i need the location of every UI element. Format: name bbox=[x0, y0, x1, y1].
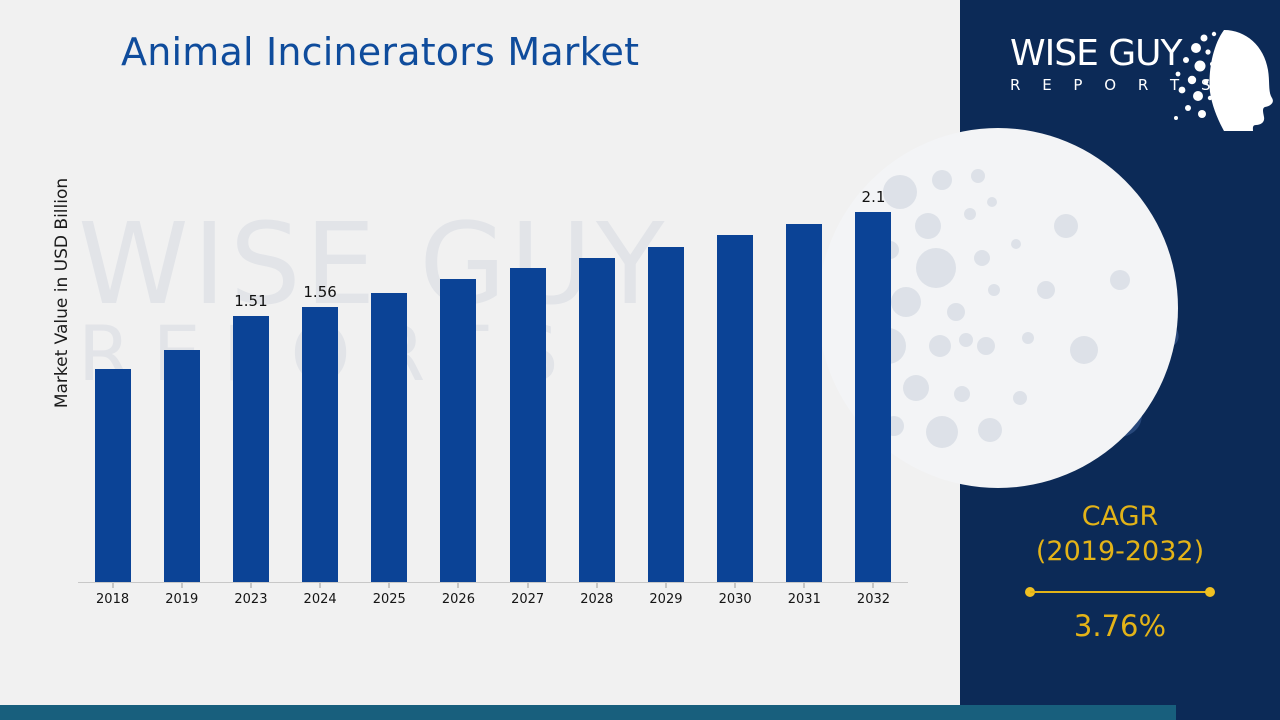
page-title: Animal Incinerators Market bbox=[121, 30, 640, 74]
x-tick: 2023 bbox=[216, 583, 285, 623]
x-tick: 2024 bbox=[286, 583, 355, 623]
bar-slot bbox=[770, 150, 839, 583]
bar-slot bbox=[562, 150, 631, 583]
logo-wordmark: WISE GUY bbox=[1010, 33, 1183, 74]
tick-mark bbox=[112, 583, 114, 588]
plot-area: 1.51 1.56 2.1 2018 2019 2023 2024 2025 2026 2027… bbox=[78, 150, 908, 607]
bar bbox=[232, 316, 269, 583]
watermark-line-1: WISE GUY bbox=[78, 200, 669, 330]
bar-slot bbox=[701, 150, 770, 583]
bar-slot bbox=[631, 150, 700, 583]
tick-mark bbox=[665, 583, 667, 588]
cagr-title: CAGR bbox=[1081, 501, 1159, 532]
cagr-divider bbox=[1025, 587, 1215, 598]
bar bbox=[855, 212, 892, 583]
bottom-accent-stripe bbox=[0, 705, 1176, 720]
tick-label: 2019 bbox=[165, 592, 199, 607]
bar-series: 1.51 1.56 2.1 bbox=[78, 150, 908, 583]
tick-mark bbox=[803, 583, 805, 588]
bar bbox=[647, 247, 684, 583]
y-axis-title: Market Value in USD Billion bbox=[52, 177, 72, 409]
cagr-block: CAGR (2019-2032) 3.76% bbox=[960, 500, 1280, 643]
tick-mark bbox=[596, 583, 598, 588]
bar-value-label: 1.56 bbox=[303, 283, 337, 301]
bar bbox=[717, 235, 754, 583]
tick-label: 2032 bbox=[856, 592, 891, 607]
tick-label: 2023 bbox=[234, 592, 268, 607]
bar-slot bbox=[78, 150, 147, 583]
bar bbox=[578, 258, 615, 583]
bar bbox=[440, 279, 477, 583]
tick-mark bbox=[388, 583, 390, 588]
tick-label: 2028 bbox=[580, 592, 614, 607]
tick-mark bbox=[457, 583, 459, 588]
x-tick: 2025 bbox=[355, 583, 424, 623]
bar-slot bbox=[147, 150, 216, 583]
bar-slot bbox=[355, 150, 424, 583]
x-tick: 2019 bbox=[147, 583, 216, 623]
tick-label: 2027 bbox=[511, 592, 545, 607]
x-tick: 2029 bbox=[631, 583, 700, 623]
cagr-range: (2019-2032) bbox=[1035, 535, 1205, 567]
tick-label: 2025 bbox=[372, 592, 406, 607]
x-axis-ticks: 2018 2019 2023 2024 2025 2026 2027 2028 2029 2030… bbox=[78, 583, 908, 623]
head-profile-dots-icon bbox=[1174, 30, 1273, 131]
x-tick: 2032 bbox=[839, 583, 908, 623]
bar bbox=[509, 268, 546, 583]
x-tick: 2027 bbox=[493, 583, 562, 623]
tick-mark bbox=[734, 583, 736, 588]
bar-value-label: 2.1 bbox=[861, 188, 886, 206]
tick-label: 2024 bbox=[303, 592, 337, 607]
bar bbox=[786, 224, 823, 583]
bar-slot: 1.51 bbox=[216, 150, 285, 583]
tick-label: 2026 bbox=[441, 592, 475, 607]
bar-slot bbox=[424, 150, 493, 583]
tick-mark bbox=[181, 583, 183, 588]
x-tick: 2031 bbox=[770, 583, 839, 623]
molecule-dots-watermark-icon bbox=[870, 169, 1130, 448]
tick-label: 2029 bbox=[649, 592, 683, 607]
tick-mark bbox=[250, 583, 252, 588]
tick-label: 2030 bbox=[718, 592, 752, 607]
x-axis-line bbox=[78, 582, 908, 583]
divider-line bbox=[1030, 591, 1210, 594]
bar-slot bbox=[493, 150, 562, 583]
cagr-value: 3.76% bbox=[1073, 609, 1167, 644]
x-tick: 2026 bbox=[424, 583, 493, 623]
tick-label: 2031 bbox=[787, 592, 821, 607]
bar bbox=[94, 369, 131, 583]
tick-mark bbox=[319, 583, 321, 588]
x-tick: 2028 bbox=[562, 583, 631, 623]
bar-slot: 1.56 bbox=[286, 150, 355, 583]
logo-subtitle: R E P O R T S bbox=[1010, 76, 1219, 94]
x-tick: 2030 bbox=[701, 583, 770, 623]
bar-slot: 2.1 bbox=[839, 150, 908, 583]
tick-mark bbox=[527, 583, 529, 588]
bar-value-label: 1.51 bbox=[234, 292, 268, 310]
bar bbox=[163, 350, 200, 583]
divider-dot-right bbox=[1205, 587, 1215, 598]
tick-mark bbox=[872, 583, 874, 588]
bar bbox=[371, 293, 408, 583]
x-tick: 2018 bbox=[78, 583, 147, 623]
bar bbox=[302, 307, 339, 583]
brand-logo[interactable]: WISE GUY R E P O R T S bbox=[1010, 30, 1273, 131]
tick-label: 2018 bbox=[96, 592, 130, 607]
